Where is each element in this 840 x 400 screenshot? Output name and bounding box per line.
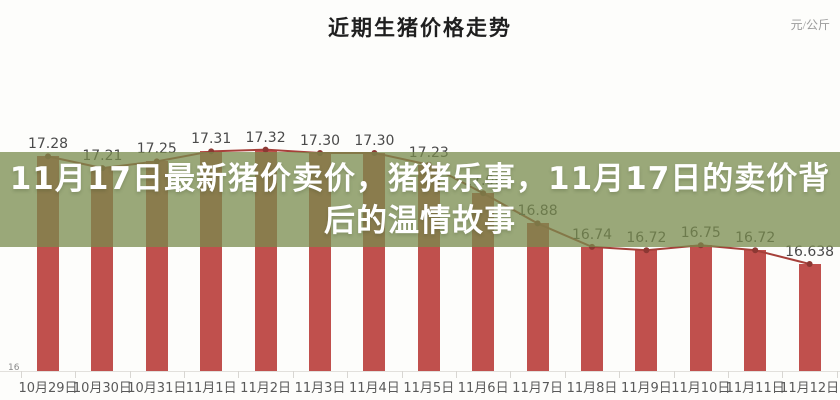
x-axis-label: 11月12日 xyxy=(780,381,840,396)
headline-line2: 后的温情故事 xyxy=(324,202,516,239)
x-axis-tick xyxy=(347,371,349,378)
y-axis-tick-label: 16 xyxy=(8,363,20,373)
x-axis-tick xyxy=(510,371,512,378)
bar xyxy=(798,264,821,371)
x-axis-label: 10月30日 xyxy=(72,381,132,396)
x-axis-tick xyxy=(673,371,675,378)
x-axis-tick xyxy=(836,371,838,378)
bar xyxy=(689,245,712,371)
x-axis-label: 11月4日 xyxy=(348,381,400,396)
x-axis-tick xyxy=(238,371,240,378)
x-axis-tick xyxy=(456,371,457,378)
bar xyxy=(744,250,767,371)
x-axis-label: 11月11日 xyxy=(725,381,785,396)
x-axis-tick xyxy=(619,371,621,378)
x-axis-label: 11月7日 xyxy=(512,381,563,396)
x-axis-tick xyxy=(292,371,294,378)
x-axis-tick xyxy=(401,371,403,378)
value-label: 17.31 xyxy=(191,131,232,148)
x-axis-tick xyxy=(20,371,22,378)
bar xyxy=(635,250,658,371)
value-label: 17.30 xyxy=(354,132,395,149)
value-label: 17.32 xyxy=(245,129,286,146)
unit-label: 元/公斤 xyxy=(790,18,830,32)
x-axis-line xyxy=(0,371,840,372)
x-axis-label: 11月2日 xyxy=(240,381,291,396)
x-axis-label: 11月10日 xyxy=(671,381,731,396)
x-axis-label: 11月5日 xyxy=(403,381,455,396)
x-axis-label: 11月8日 xyxy=(566,381,618,396)
x-axis-label: 10月29日 xyxy=(18,381,78,396)
bar xyxy=(581,246,603,371)
x-axis-label: 11月3日 xyxy=(294,381,346,396)
value-label: 17.30 xyxy=(299,132,341,149)
x-axis-label: 11月1日 xyxy=(185,381,237,396)
x-axis-label: 11月6日 xyxy=(457,381,509,396)
x-axis-label: 10月31日 xyxy=(127,381,187,396)
x-axis-tick xyxy=(564,371,566,378)
headline-line1: 11月17日最新猪价卖价，猪猪乐事，11月17日的卖价背 xyxy=(9,160,831,197)
x-axis-label: 11月9日 xyxy=(620,381,672,396)
x-axis-tick xyxy=(129,371,131,378)
x-axis-tick xyxy=(184,371,185,378)
value-label: 17.28 xyxy=(27,136,69,153)
x-axis-tick xyxy=(782,371,784,378)
chart-title: 近期生猪价格走势 xyxy=(328,16,512,40)
headline-overlay: 11月17日最新猪价卖价，猪猪乐事，11月17日的卖价背 后的温情故事 xyxy=(0,152,840,247)
x-axis-tick xyxy=(728,371,729,378)
x-axis-tick xyxy=(75,371,77,378)
